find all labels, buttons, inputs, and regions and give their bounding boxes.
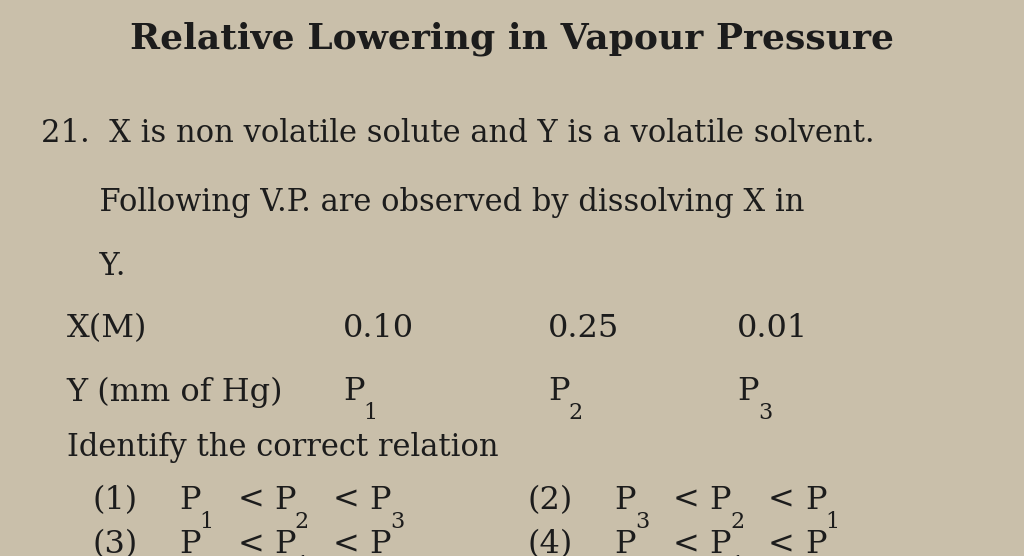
Text: 3: 3 bbox=[390, 510, 404, 533]
Text: 3: 3 bbox=[825, 555, 840, 556]
Text: P: P bbox=[370, 529, 391, 556]
Text: 3: 3 bbox=[635, 510, 649, 533]
Text: P: P bbox=[274, 485, 296, 516]
Text: 3: 3 bbox=[758, 402, 772, 424]
Text: 0.25: 0.25 bbox=[548, 312, 620, 344]
Text: Y.: Y. bbox=[41, 251, 126, 282]
Text: 0.01: 0.01 bbox=[737, 312, 808, 344]
Text: P: P bbox=[179, 529, 201, 556]
Text: P: P bbox=[614, 529, 636, 556]
Text: (1): (1) bbox=[92, 485, 137, 516]
Text: P: P bbox=[805, 529, 826, 556]
Text: <: < bbox=[238, 529, 264, 556]
Text: Following V.P. are observed by dissolving X in: Following V.P. are observed by dissolvin… bbox=[41, 187, 805, 219]
Text: P: P bbox=[274, 529, 296, 556]
Text: <: < bbox=[768, 485, 795, 516]
Text: 1: 1 bbox=[730, 555, 744, 556]
Text: 2: 2 bbox=[730, 510, 744, 533]
Text: <: < bbox=[333, 485, 359, 516]
Text: (2): (2) bbox=[527, 485, 572, 516]
Text: Y (mm of Hg): Y (mm of Hg) bbox=[67, 376, 283, 408]
Text: 1: 1 bbox=[200, 510, 214, 533]
Text: 2: 2 bbox=[635, 555, 649, 556]
Text: P: P bbox=[548, 376, 569, 408]
Text: P: P bbox=[710, 529, 731, 556]
Text: P: P bbox=[614, 485, 636, 516]
Text: <: < bbox=[673, 485, 699, 516]
Text: 2: 2 bbox=[568, 402, 583, 424]
Text: P: P bbox=[343, 376, 365, 408]
Text: <: < bbox=[768, 529, 795, 556]
Text: Identify the correct relation: Identify the correct relation bbox=[67, 432, 499, 463]
Text: Relative Lowering in Vapour Pressure: Relative Lowering in Vapour Pressure bbox=[130, 22, 894, 56]
Text: 0.10: 0.10 bbox=[343, 312, 414, 344]
Text: <: < bbox=[333, 529, 359, 556]
Text: 3: 3 bbox=[200, 555, 214, 556]
Text: P: P bbox=[179, 485, 201, 516]
Text: 1: 1 bbox=[364, 402, 378, 424]
Text: (4): (4) bbox=[527, 529, 572, 556]
Text: <: < bbox=[238, 485, 264, 516]
Text: P: P bbox=[805, 485, 826, 516]
Text: 1: 1 bbox=[825, 510, 840, 533]
Text: 21.  X is non volatile solute and Y is a volatile solvent.: 21. X is non volatile solute and Y is a … bbox=[41, 118, 874, 149]
Text: P: P bbox=[710, 485, 731, 516]
Text: P: P bbox=[370, 485, 391, 516]
Text: 2: 2 bbox=[295, 510, 309, 533]
Text: 2: 2 bbox=[390, 555, 404, 556]
Text: P: P bbox=[737, 376, 759, 408]
Text: 1: 1 bbox=[295, 555, 309, 556]
Text: (3): (3) bbox=[92, 529, 137, 556]
Text: X(M): X(M) bbox=[67, 312, 146, 344]
Text: <: < bbox=[673, 529, 699, 556]
